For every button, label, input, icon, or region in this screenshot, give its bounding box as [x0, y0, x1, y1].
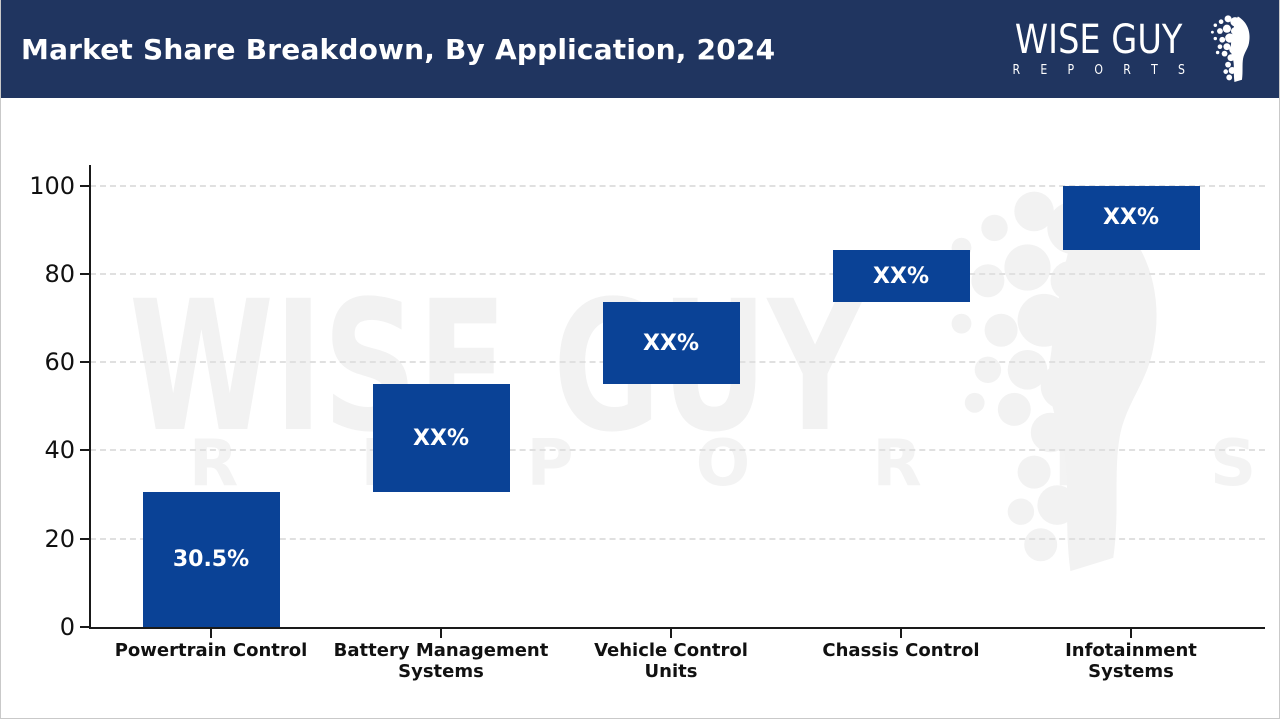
x-category-label: Vehicle Control Units: [594, 640, 748, 683]
bar: 30.5%: [142, 492, 280, 627]
y-axis-line: [89, 165, 91, 629]
y-tick: [80, 537, 89, 540]
y-gridline: [90, 449, 1265, 452]
y-tick-label: 60: [44, 348, 75, 377]
y-tick: [80, 272, 89, 275]
y-tick-label: 100: [29, 171, 75, 200]
y-gridline: [90, 272, 1265, 275]
x-tick: [210, 629, 212, 638]
y-tick-label: 0: [59, 613, 75, 641]
bar: XX%: [372, 384, 510, 493]
y-tick-label: 40: [44, 436, 75, 465]
bar-value-label: 30.5%: [172, 547, 250, 573]
bar-value-label: XX%: [643, 330, 699, 356]
x-category-label: Powertrain Control: [114, 640, 308, 661]
bar: XX%: [832, 249, 970, 303]
logo-subtext: R E P O R T S: [1012, 63, 1193, 78]
y-tick: [80, 449, 89, 452]
logo-text: WISE GUY R E P O R T S: [1004, 20, 1193, 78]
bar-value-label: XX%: [1103, 205, 1159, 230]
bar-value-label: XX%: [413, 425, 469, 451]
x-category-label: Chassis Control: [822, 640, 980, 661]
x-tick: [670, 629, 672, 638]
y-tick-label: 80: [44, 259, 75, 288]
dotted-head-logo-icon: [1210, 15, 1250, 83]
bar: XX%: [1062, 185, 1200, 250]
bar-value-label: XX%: [873, 263, 929, 289]
wise-guy-reports-logo: WISE GUY R E P O R T S: [968, 10, 1253, 88]
y-tick: [80, 361, 89, 364]
x-tick: [440, 629, 442, 638]
y-tick: [80, 184, 89, 187]
logo-wordmark: WISE GUY: [1014, 17, 1183, 63]
x-category-label: Infotainment Systems: [1065, 640, 1197, 683]
x-tick: [1130, 629, 1132, 638]
header-bar: Market Share Breakdown, By Application, …: [1, 0, 1279, 98]
y-gridline: [90, 184, 1265, 187]
y-tick: [80, 626, 89, 628]
y-tick-label: 20: [44, 524, 75, 553]
y-gridline: [90, 537, 1265, 540]
x-axis-line: [89, 627, 1265, 629]
chart-title: Market Share Breakdown, By Application, …: [21, 32, 776, 66]
x-tick: [900, 629, 902, 638]
bar: XX%: [602, 302, 740, 385]
x-category-label: Battery Management Systems: [333, 640, 549, 683]
